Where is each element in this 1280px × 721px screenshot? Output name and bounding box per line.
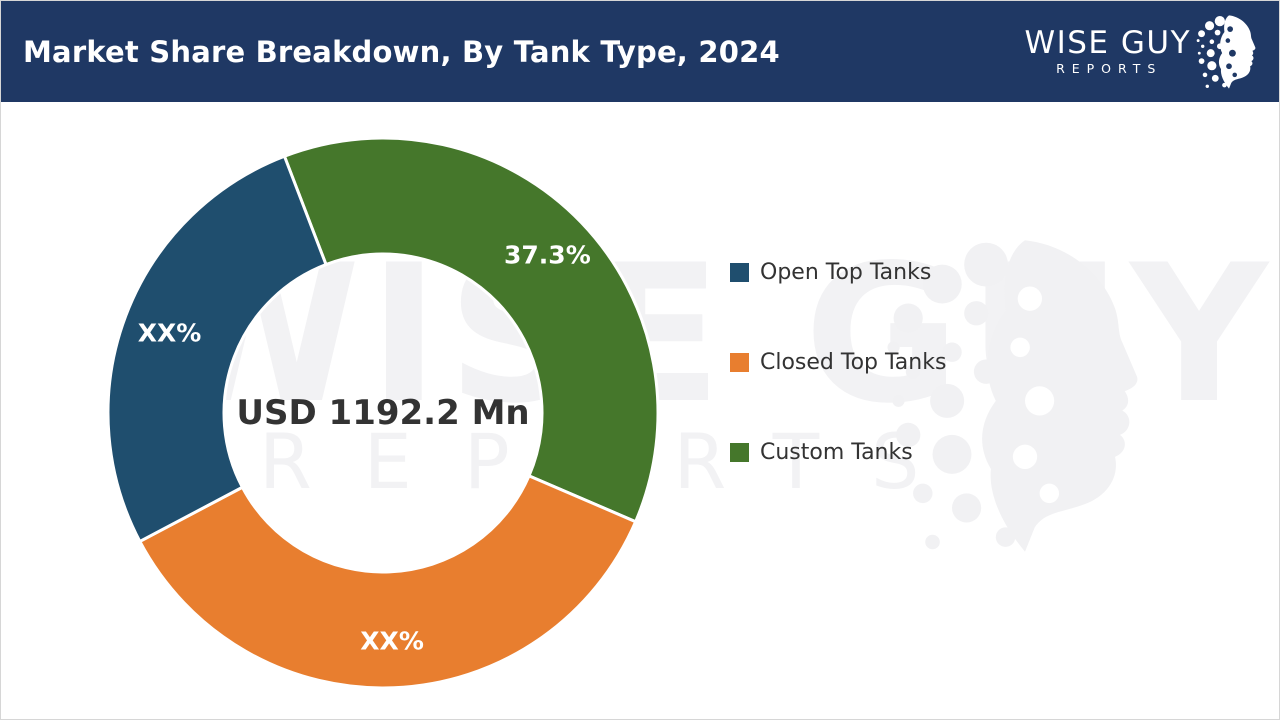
logo-wordmark-line1: WISE GUY xyxy=(1024,24,1191,61)
legend-swatch-closed-top-tanks xyxy=(730,353,749,372)
legend-label: Open Top Tanks xyxy=(760,260,932,285)
logo-wordmark-line2: REPORTS xyxy=(1056,60,1163,76)
logo-wordmark: WISE GUY REPORTS xyxy=(1024,24,1191,76)
head-logo-icon xyxy=(1193,12,1265,92)
chart-area: WISE GUY REPORTS 37.3%XX%XX% USD 1192.2 … xyxy=(1,102,1280,721)
slice-label-closed-top-tanks: XX% xyxy=(360,626,424,655)
wise-guy-logo: WISE GUY REPORTS xyxy=(1024,12,1265,92)
slice-custom-tanks xyxy=(282,136,660,524)
slice-label-custom-tanks: 37.3% xyxy=(504,241,591,270)
legend-label: Closed Top Tanks xyxy=(760,350,947,375)
header: Market Share Breakdown, By Tank Type, 20… xyxy=(1,1,1279,102)
legend-item-open-top-tanks: Open Top Tanks xyxy=(730,259,946,286)
donut-chart: 37.3% XX% XX% xyxy=(105,135,661,691)
donut-svg: 37.3% XX% XX% xyxy=(106,136,660,690)
legend-item-closed-top-tanks: Closed Top Tanks xyxy=(730,349,946,376)
legend: Open Top Tanks Closed Top Tanks Custom Tan… xyxy=(730,259,946,466)
legend-swatch-custom-tanks xyxy=(730,443,749,462)
legend-swatch-open-top-tanks xyxy=(730,263,749,282)
slice-open-top-tanks xyxy=(106,154,328,543)
page-title: Market Share Breakdown, By Tank Type, 20… xyxy=(23,34,780,69)
slice-label-open-top-tanks: XX% xyxy=(138,318,202,347)
legend-item-custom-tanks: Custom Tanks xyxy=(730,439,946,466)
slice-closed-top-tanks xyxy=(138,474,638,690)
legend-label: Custom Tanks xyxy=(760,440,913,465)
